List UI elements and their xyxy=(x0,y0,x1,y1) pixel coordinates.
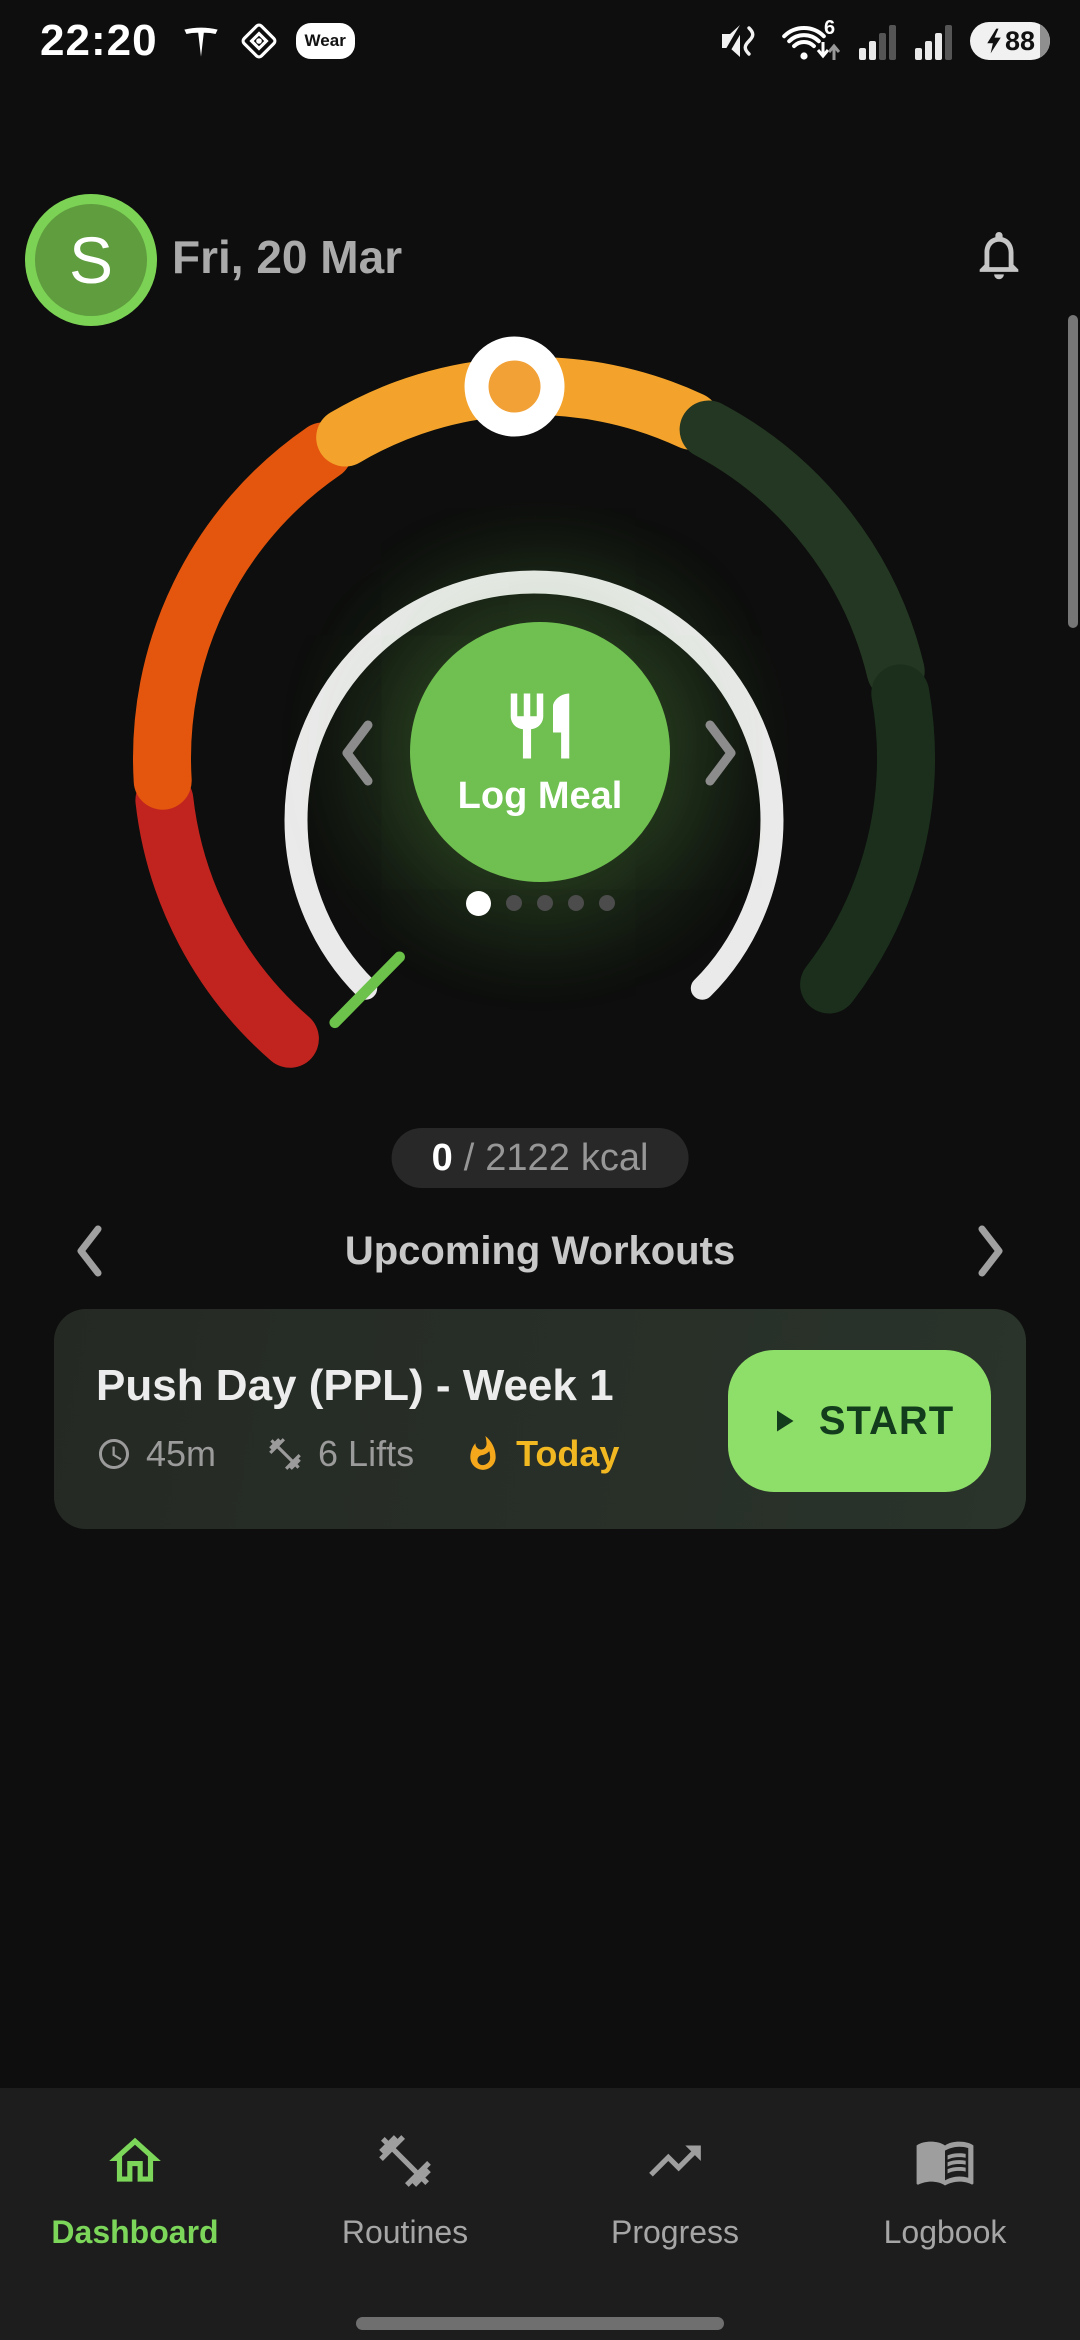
calories-current: 0 xyxy=(431,1136,453,1179)
logbook-book-icon xyxy=(916,2141,974,2186)
gesture-navigation-bar[interactable] xyxy=(356,2317,724,2330)
carousel-dot-3[interactable] xyxy=(567,895,584,911)
carousel-page-dots[interactable] xyxy=(0,877,1080,929)
log-meal-label: Log Meal xyxy=(457,774,623,817)
workout-card[interactable]: Push Day (PPL) - Week 1 45m 6 Lifts Toda… xyxy=(54,1309,1026,1529)
carousel-dot-0[interactable] xyxy=(465,890,491,916)
battery-indicator: 88 xyxy=(970,22,1050,60)
clock-time: 22:20 xyxy=(40,16,158,65)
workout-lifts: 6 Lifts xyxy=(318,1433,415,1474)
workouts-next-chevron[interactable] xyxy=(974,1223,1008,1279)
header: S Fri, 20 Mar xyxy=(0,194,1080,326)
flame-icon xyxy=(470,1436,496,1470)
cell-signal-sim1-icon xyxy=(859,25,896,60)
charging-bolt-icon xyxy=(987,28,1001,54)
calories-goal: 2122 xyxy=(485,1136,570,1179)
section-title: Upcoming Workouts xyxy=(344,1228,736,1273)
carousel-dot-1[interactable] xyxy=(505,895,522,911)
battery-empty-portion xyxy=(1040,22,1050,60)
system-status-icons: 6 88 xyxy=(718,18,1050,64)
gauge-segment-green-upper xyxy=(679,400,925,701)
profile-avatar[interactable]: S xyxy=(25,194,157,326)
nav-item-logbook[interactable]: Logbook xyxy=(810,2088,1080,2340)
gauge-segment-orange xyxy=(133,422,353,810)
calories-separator: / xyxy=(463,1136,475,1179)
log-meal-button[interactable]: Log Meal xyxy=(410,622,670,882)
nav-label-logbook: Logbook xyxy=(883,2214,1007,2250)
wear-os-notification-icon: Wear xyxy=(295,23,355,59)
workout-duration: 45m xyxy=(146,1433,217,1474)
start-workout-button[interactable]: START xyxy=(728,1350,991,1492)
dumbbell-icon xyxy=(379,2135,431,2187)
play-icon xyxy=(776,1410,794,1432)
battery-percent: 88 xyxy=(1004,25,1036,56)
workout-meta: 45m 6 Lifts Today xyxy=(96,1433,619,1475)
nav-label-dashboard: Dashboard xyxy=(51,2214,219,2250)
upcoming-workouts-header: Upcoming Workouts xyxy=(0,1220,1080,1282)
calorie-summary-pill: 0 / 2122 kcal xyxy=(391,1128,689,1188)
calories-unit: kcal xyxy=(580,1136,649,1179)
avatar-initial: S xyxy=(68,223,114,297)
gauge-progress-needle xyxy=(329,951,405,1029)
nav-label-progress: Progress xyxy=(610,2214,740,2250)
gauge-knob[interactable] xyxy=(464,336,565,437)
gauge-segment-red xyxy=(135,771,319,1068)
workout-title: Push Day (PPL) - Week 1 xyxy=(96,1361,614,1410)
sound-muted-icon xyxy=(721,21,755,59)
gauge-track xyxy=(284,570,784,1000)
duration-clock-icon xyxy=(99,1439,129,1469)
nav-item-routines[interactable]: Routines xyxy=(270,2088,540,2340)
carousel-dot-2[interactable] xyxy=(536,895,553,911)
nav-label-routines: Routines xyxy=(341,2214,469,2250)
bottom-navigation: Dashboard Routines Progress Logbook xyxy=(0,2088,1080,2340)
trending-up-icon xyxy=(649,2145,701,2177)
gauge-segment-green-lower xyxy=(800,664,935,1014)
workout-day-badge: Today xyxy=(516,1433,620,1474)
cell-signal-sim2-icon xyxy=(915,25,952,60)
notification-icons: Wear xyxy=(180,20,355,62)
status-bar: 22:20 Wear xyxy=(0,0,1080,76)
home-icon xyxy=(109,2137,161,2182)
tesla-notification-icon xyxy=(183,27,218,57)
notifications-bell-icon[interactable] xyxy=(970,226,1028,284)
lifts-dumbbell-icon xyxy=(269,1438,301,1470)
carousel-dot-4[interactable] xyxy=(598,895,615,911)
scrollbar-thumb[interactable] xyxy=(1068,315,1078,628)
gauge-prev-chevron[interactable] xyxy=(336,718,380,788)
workouts-prev-chevron[interactable] xyxy=(72,1223,106,1279)
nav-item-dashboard[interactable]: Dashboard xyxy=(0,2088,270,2340)
svg-text:6: 6 xyxy=(824,18,835,39)
calorie-gauge[interactable] xyxy=(0,330,1080,1110)
header-date: Fri, 20 Mar xyxy=(172,231,403,283)
diamond-app-notification-icon xyxy=(241,23,276,59)
start-label: START xyxy=(818,1398,955,1443)
gauge-next-chevron[interactable] xyxy=(698,718,742,788)
wifi-6-icon: 6 xyxy=(782,18,841,60)
utensils-icon xyxy=(510,693,570,758)
nav-item-progress[interactable]: Progress xyxy=(540,2088,810,2340)
